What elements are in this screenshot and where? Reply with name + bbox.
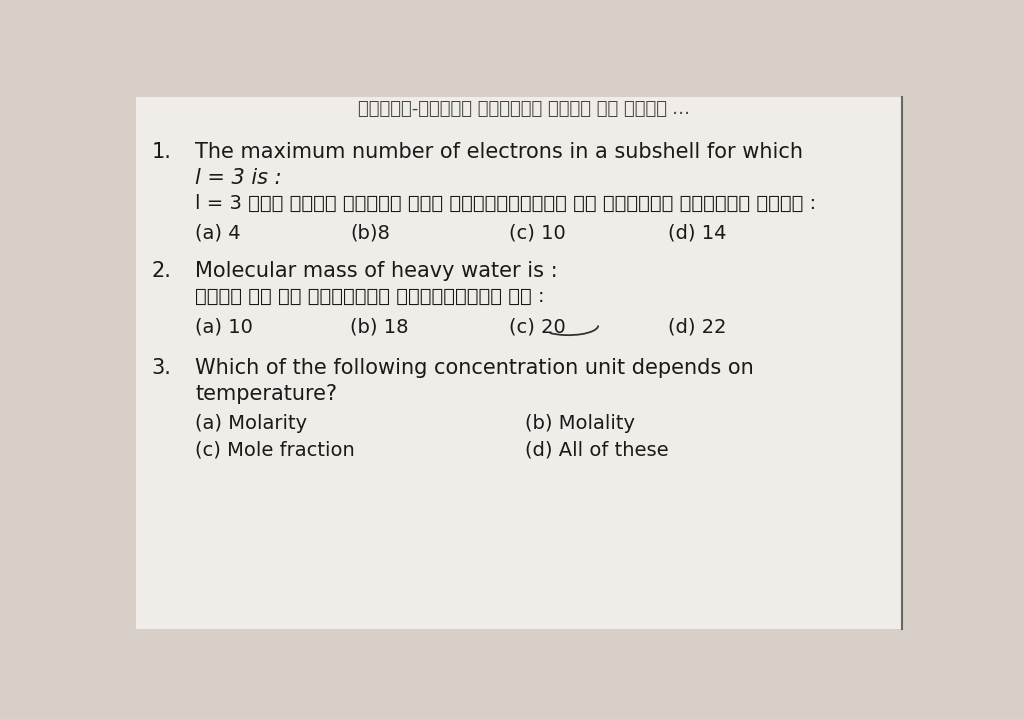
- Text: (c) Mole fraction: (c) Mole fraction: [196, 441, 355, 459]
- Text: (a) 4: (a) 4: [196, 224, 241, 242]
- FancyBboxPatch shape: [136, 97, 902, 629]
- Text: Molecular mass of heavy water is :: Molecular mass of heavy water is :: [196, 261, 558, 280]
- Text: (b)8: (b)8: [350, 224, 390, 242]
- Text: 3.: 3.: [152, 357, 172, 377]
- Text: The maximum number of electrons in a subshell for which: The maximum number of electrons in a sub…: [196, 142, 804, 162]
- Text: Which of the following concentration unit depends on: Which of the following concentration uni…: [196, 357, 755, 377]
- Text: (c) 20: (c) 20: [509, 318, 565, 336]
- Text: (b) 18: (b) 18: [350, 318, 409, 336]
- Text: 2.: 2.: [152, 261, 172, 280]
- Text: l = 3 मान वाले उपकोश में इलेक्ट्रॉन की अधिकतम संख्या होगी :: l = 3 मान वाले उपकोश में इलेक्ट्रॉन की अ…: [196, 194, 816, 214]
- Text: (c) 10: (c) 10: [509, 224, 565, 242]
- Text: (d) 14: (d) 14: [668, 224, 726, 242]
- Text: (a) 10: (a) 10: [196, 318, 253, 336]
- Text: l = 3 is :: l = 3 is :: [196, 168, 282, 188]
- Text: भारी जल का आण्विके द्रव्यमान है :: भारी जल का आण्विके द्रव्यमान है :: [196, 288, 545, 306]
- Text: (d) 22: (d) 22: [668, 318, 726, 336]
- Text: (a) Molarity: (a) Molarity: [196, 414, 307, 433]
- Text: 1.: 1.: [152, 142, 172, 162]
- Text: (b) Molality: (b) Molality: [524, 414, 635, 433]
- Text: उत्तर-पत्रक अमान्य होगा और उसका …: उत्तर-पत्रक अमान्य होगा और उसका …: [358, 100, 691, 118]
- Text: (d) All of these: (d) All of these: [524, 441, 669, 459]
- Text: temperature?: temperature?: [196, 384, 338, 404]
